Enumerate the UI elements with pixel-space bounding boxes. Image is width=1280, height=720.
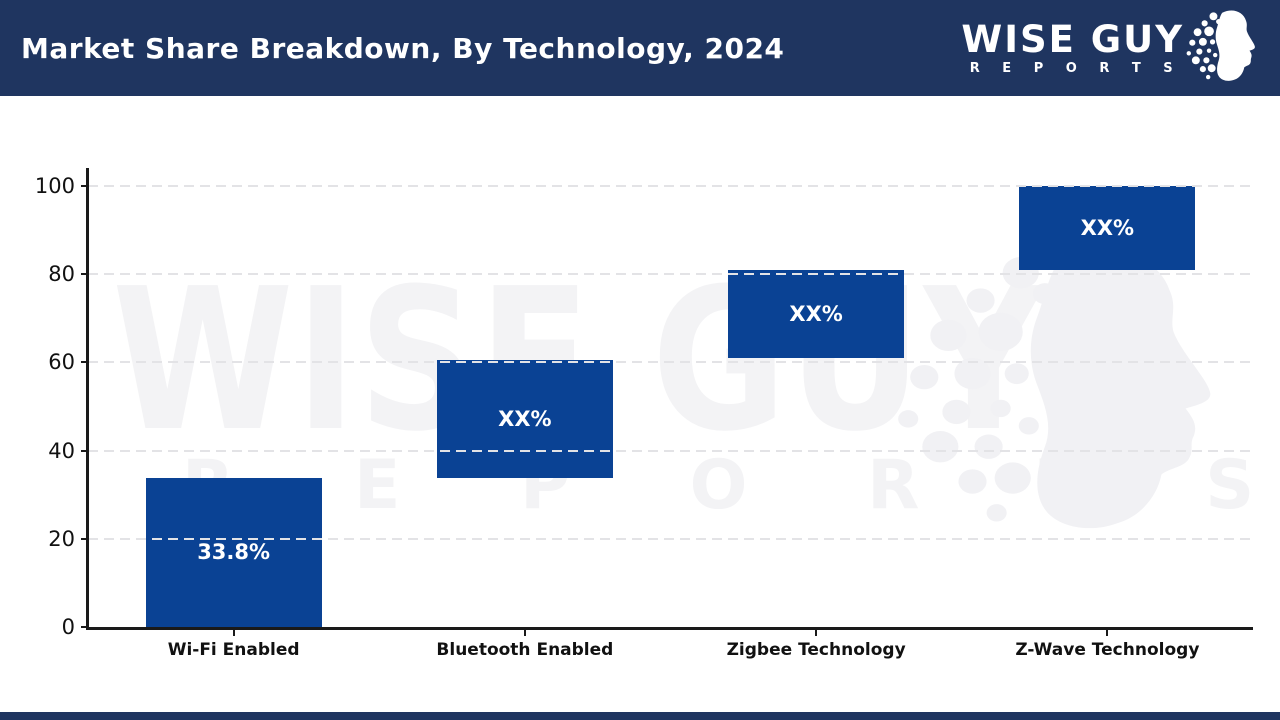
gridline (88, 273, 1253, 276)
gridline (88, 449, 1253, 452)
bar-value-label: 33.8% (197, 540, 271, 565)
logo-head-icon (1186, 10, 1255, 81)
gridline (88, 537, 1253, 540)
x-axis-label: Zigbee Technology (726, 640, 906, 660)
y-tick-mark (81, 537, 88, 540)
watermark-head-icon (898, 249, 1211, 529)
header-bar: Market Share Breakdown, By Technology, 2… (0, 0, 1280, 96)
y-tick-mark (81, 449, 88, 452)
y-tick-mark (81, 273, 88, 276)
bar-value-label: XX% (789, 301, 843, 326)
bar-zigbee-technology: XX% (728, 269, 905, 358)
x-tick-mark (1106, 629, 1109, 636)
y-tick-label: 20 (48, 526, 75, 551)
y-tick-mark (81, 185, 88, 187)
wise-guy-logo: WISE GUY R E P O R T S (961, 4, 1270, 92)
bar-wi-fi-enabled: 33.8% (145, 477, 322, 627)
page-title: Market Share Breakdown, By Technology, 2… (21, 31, 785, 65)
x-axis-label: Bluetooth Enabled (436, 640, 614, 660)
y-tick-label: 100 (34, 174, 75, 198)
x-tick-mark (232, 629, 235, 636)
x-tick-mark (815, 629, 818, 636)
y-tick-mark (81, 626, 88, 628)
bar-bluetooth-enabled: XX% (436, 360, 613, 478)
bar-value-label: XX% (1080, 215, 1135, 240)
y-tick-label: 40 (48, 438, 75, 463)
gridline (88, 361, 1253, 364)
y-tick-label: 0 (61, 615, 75, 639)
gridline (88, 185, 1253, 187)
y-axis-spine (86, 168, 89, 630)
y-tick-label: 60 (48, 350, 75, 375)
logo-subtitle: R E P O R T S (969, 61, 1182, 76)
x-axis-label: Z-Wave Technology (1015, 640, 1200, 660)
footer-bar (0, 712, 1280, 720)
x-axis-baseline (86, 627, 1253, 630)
bar-value-label: XX% (498, 407, 552, 432)
chart-area: WISE GUY R E P O R T S 33.8%Wi-Fi Enable… (0, 96, 1280, 712)
x-tick-mark (523, 629, 526, 636)
y-tick-label: 80 (48, 262, 75, 287)
x-axis-label: Wi-Fi Enabled (167, 640, 300, 660)
logo-wordmark: WISE GUY (961, 18, 1184, 61)
y-tick-mark (81, 361, 88, 364)
bar-z-wave-technology: XX% (1019, 186, 1196, 270)
logo-text: WISE GUY R E P O R T S (961, 21, 1184, 75)
